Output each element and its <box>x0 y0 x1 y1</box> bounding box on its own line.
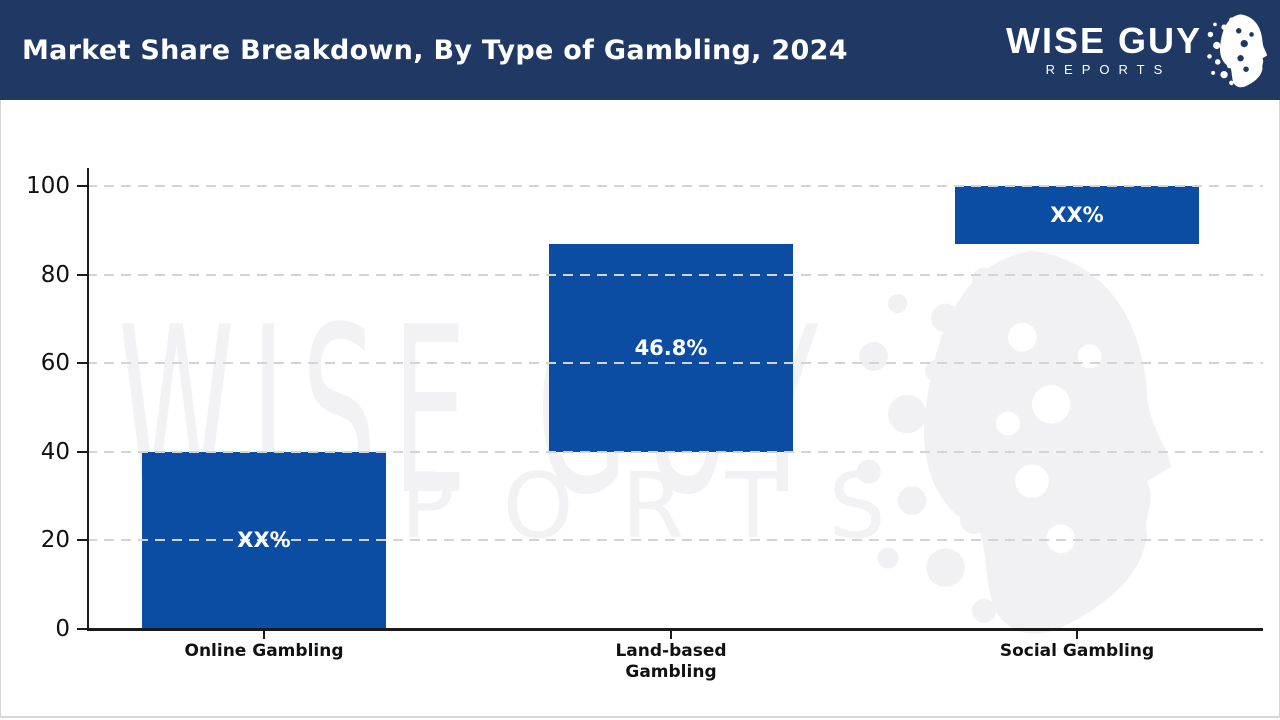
y-tick-mark <box>77 628 87 630</box>
y-tick-label: 80 <box>40 261 70 288</box>
page-title: Market Share Breakdown, By Type of Gambl… <box>22 34 848 66</box>
x-tick-mark <box>1076 631 1078 639</box>
category-label-line: Online Gambling <box>184 641 344 661</box>
bar-value-label: XX% <box>1050 203 1104 228</box>
bar: 46.8% <box>549 244 793 452</box>
gridline <box>87 273 1263 276</box>
y-tick-mark <box>77 362 87 365</box>
y-tick-label: 0 <box>55 616 70 642</box>
border-bottom <box>0 716 1280 718</box>
logo-wordmark: WISE GUY REPORTS <box>1005 20 1202 78</box>
y-axis-line <box>87 168 89 631</box>
x-tick-mark <box>263 631 265 639</box>
y-tick-mark <box>77 185 87 187</box>
y-tick-label: 40 <box>40 438 70 465</box>
y-tick-label: 60 <box>40 350 70 377</box>
x-tick-mark <box>670 631 672 639</box>
gridline <box>87 362 1263 365</box>
y-tick-mark <box>77 273 87 276</box>
y-tick-mark <box>77 450 87 453</box>
border-left <box>0 100 1 718</box>
category-label: Social Gambling <box>917 641 1237 662</box>
header-bar: Market Share Breakdown, By Type of Gambl… <box>0 0 1280 100</box>
category-label: Online Gambling <box>104 641 424 662</box>
dotted-head-profile-watermark-icon <box>856 250 1172 634</box>
bar-value-label: 46.8% <box>634 336 708 361</box>
y-tick-mark <box>77 539 87 542</box>
logo-line2: REPORTS <box>1045 62 1172 77</box>
gridline <box>87 185 1263 187</box>
logo: WISE GUY REPORTS <box>1006 0 1268 100</box>
x-axis-line <box>87 628 1263 631</box>
category-label-line: Gambling <box>625 662 717 682</box>
y-tick-label: 20 <box>40 527 70 554</box>
bar-value-label: XX% <box>237 528 291 553</box>
category-label-line: Social Gambling <box>999 641 1155 661</box>
gridline <box>87 450 1263 453</box>
bar: XX% <box>955 186 1199 245</box>
category-label-line: Land-based <box>615 641 727 661</box>
dotted-head-profile-icon <box>1207 14 1268 88</box>
category-label: Land-based Gambling <box>511 641 831 683</box>
y-tick-label: 100 <box>26 173 70 199</box>
gridline <box>87 539 1263 542</box>
logo-line1: WISE GUY <box>1005 20 1202 61</box>
